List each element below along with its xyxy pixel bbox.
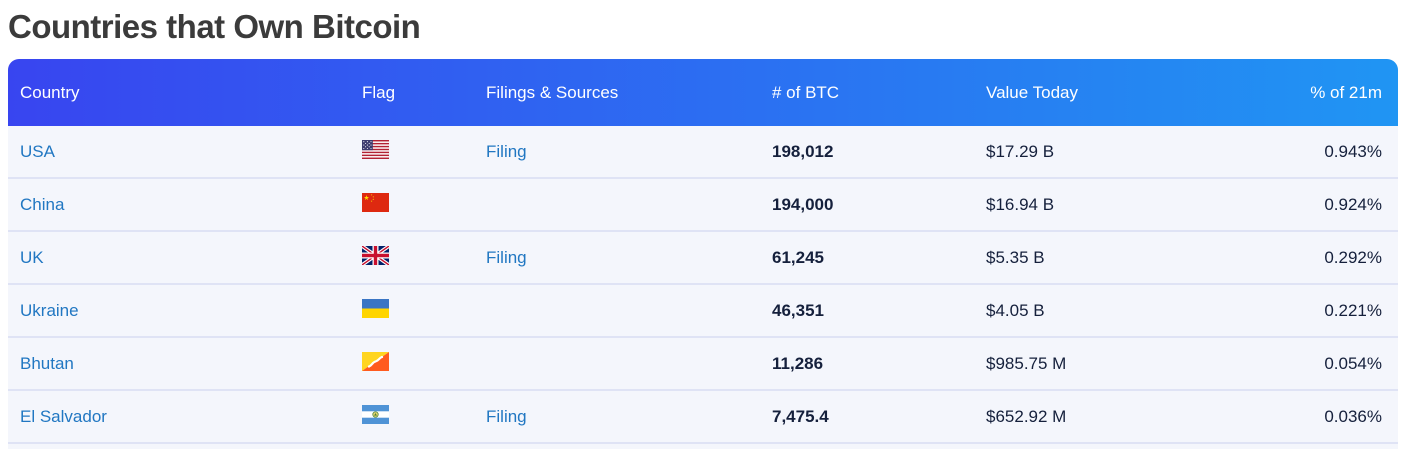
uk-flag-icon	[362, 245, 389, 265]
column-header-filings: Filings & Sources	[486, 82, 619, 102]
pct-of-21m: 0.036%	[1324, 406, 1382, 426]
btc-amount: 11,286	[772, 353, 824, 373]
pct-of-21m: 0.221%	[1324, 300, 1382, 320]
filing-link[interactable]: Filing	[486, 247, 527, 267]
countries-table: Country Flag Filings & Sources # of BTC …	[8, 59, 1398, 449]
country-link[interactable]: El Salvador	[20, 406, 107, 426]
column-header-country: Country	[20, 82, 80, 102]
ukraine-flag-icon	[362, 298, 389, 318]
country-link[interactable]: China	[20, 194, 65, 214]
btc-amount: 198,012	[772, 141, 834, 161]
pct-of-21m: 0.054%	[1324, 353, 1382, 373]
btc-amount: 61,245	[772, 247, 824, 267]
table-row: El Salvador Filing 7,475.4 $652.92 M 0.0…	[8, 391, 1398, 444]
value-today: $652.92 M	[986, 406, 1067, 426]
table-row: UK Filing 61,245 $5.35 B 0.292%	[8, 232, 1398, 285]
page-title: Countries that Own Bitcoin	[8, 8, 421, 45]
table-body: USA Filing 198,012 $17.29 B 0.943% China…	[8, 126, 1398, 449]
value-today: $4.05 B	[986, 300, 1045, 320]
usa-flag-icon	[362, 139, 389, 159]
country-link[interactable]: UK	[20, 247, 44, 267]
btc-amount: 7,475.4	[772, 406, 829, 426]
el-salvador-flag-icon	[362, 404, 389, 424]
pct-of-21m: 0.924%	[1324, 194, 1382, 214]
china-flag-icon	[362, 192, 389, 212]
value-today: $17.29 B	[986, 141, 1055, 161]
filing-link[interactable]: Filing	[486, 141, 527, 161]
country-link[interactable]: Bhutan	[20, 353, 74, 373]
table-row: USA Filing 198,012 $17.29 B 0.943%	[8, 126, 1398, 179]
country-link[interactable]: USA	[20, 141, 55, 161]
column-header-btc: # of BTC	[772, 82, 840, 102]
value-today: $5.35 B	[986, 247, 1045, 267]
pct-of-21m: 0.943%	[1324, 141, 1382, 161]
table-header: Country Flag Filings & Sources # of BTC …	[8, 59, 1398, 126]
column-header-pct: % of 21m	[1310, 82, 1382, 102]
table-row: Ukraine 46,351 $4.05 B 0.221%	[8, 285, 1398, 338]
bhutan-flag-icon	[362, 351, 389, 371]
pct-of-21m: 0.292%	[1324, 247, 1382, 267]
column-header-value: Value Today	[986, 82, 1078, 102]
table-row: China 194,000 $16.94 B 0.924%	[8, 179, 1398, 232]
country-link[interactable]: Ukraine	[20, 300, 79, 320]
filing-link[interactable]: Filing	[486, 406, 527, 426]
column-header-flag: Flag	[362, 82, 396, 102]
btc-amount: 194,000	[772, 194, 834, 214]
value-today: $16.94 B	[986, 194, 1055, 214]
table-row: Bhutan 11,286 $985.75 M 0.054%	[8, 338, 1398, 391]
value-today: $985.75 M	[986, 353, 1067, 373]
btc-amount: 46,351	[772, 300, 824, 320]
